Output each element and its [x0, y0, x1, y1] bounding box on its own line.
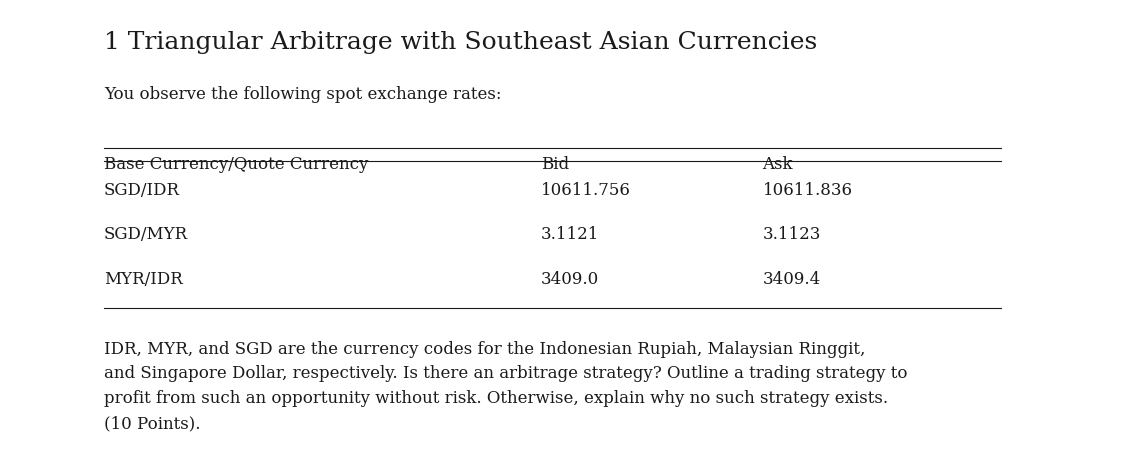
Text: 3409.4: 3409.4 [762, 271, 821, 288]
Text: MYR/IDR: MYR/IDR [104, 271, 182, 288]
Text: 3.1121: 3.1121 [541, 226, 599, 243]
Text: 3409.0: 3409.0 [541, 271, 599, 288]
Text: 10611.756: 10611.756 [541, 181, 631, 198]
Text: 10611.836: 10611.836 [762, 181, 852, 198]
Text: 3.1123: 3.1123 [762, 226, 821, 243]
Text: SGD/MYR: SGD/MYR [104, 226, 188, 243]
Text: Bid: Bid [541, 156, 570, 173]
Text: You observe the following spot exchange rates:: You observe the following spot exchange … [104, 86, 501, 103]
Text: Ask: Ask [762, 156, 793, 173]
Text: SGD/IDR: SGD/IDR [104, 181, 180, 198]
Text: IDR, MYR, and SGD are the currency codes for the Indonesian Rupiah, Malaysian Ri: IDR, MYR, and SGD are the currency codes… [104, 340, 907, 432]
Text: Base Currency/Quote Currency: Base Currency/Quote Currency [104, 156, 368, 173]
Text: 1 Triangular Arbitrage with Southeast Asian Currencies: 1 Triangular Arbitrage with Southeast As… [104, 31, 817, 54]
